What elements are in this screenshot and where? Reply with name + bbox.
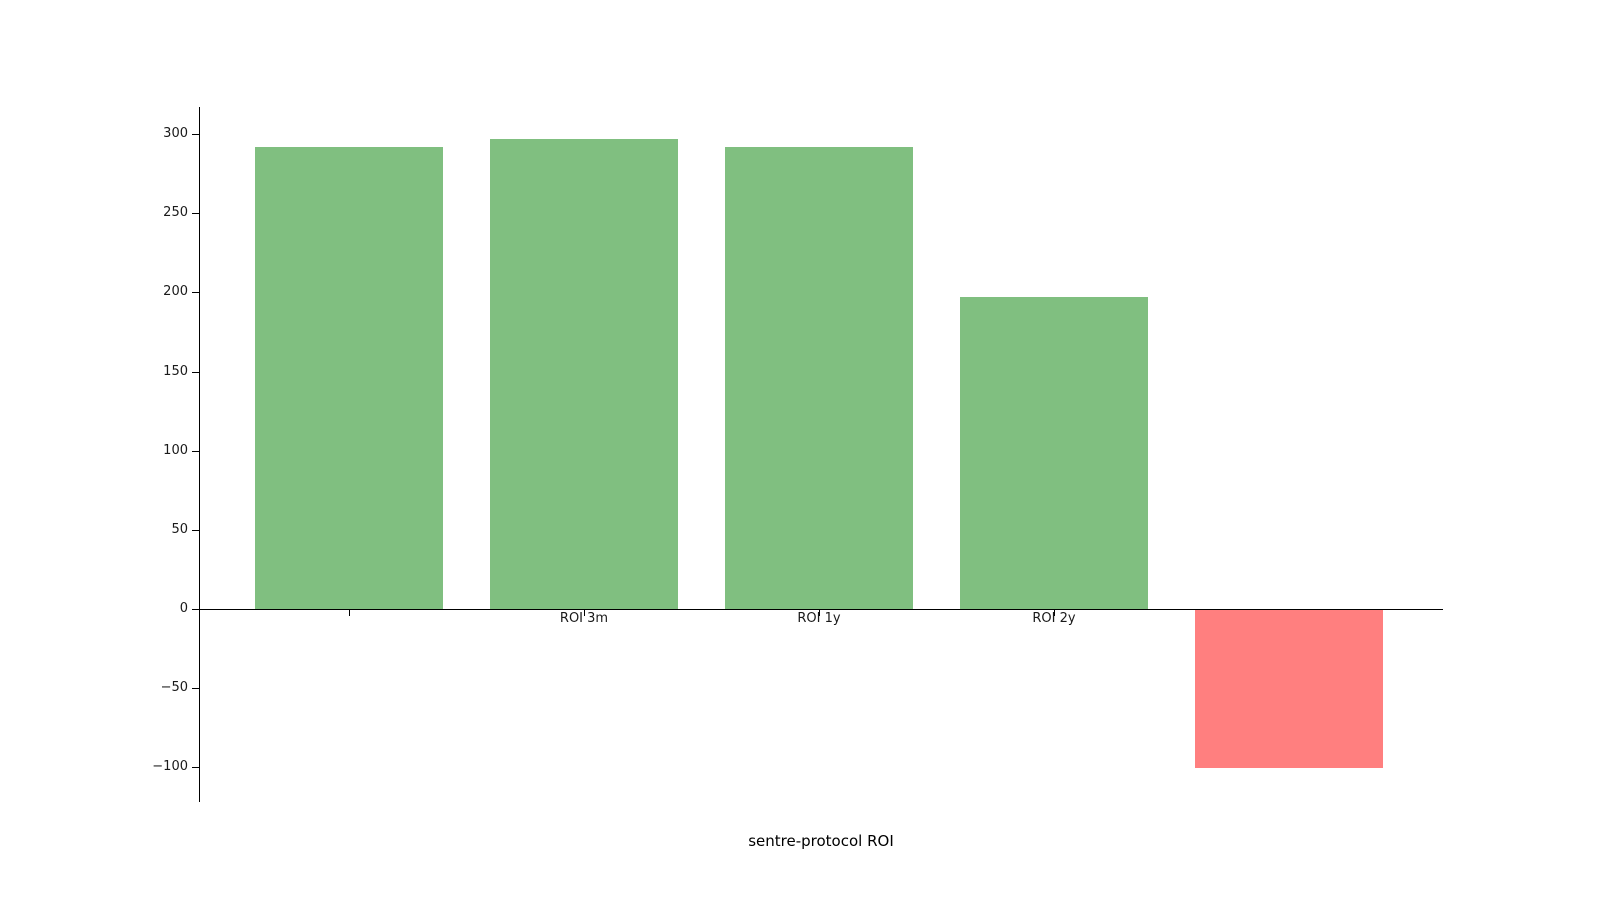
y-tick xyxy=(192,213,199,214)
bar-roi-1y xyxy=(725,147,913,609)
y-tick-label: 250 xyxy=(163,205,188,220)
y-tick-label: 50 xyxy=(171,522,188,537)
bar-index-4 xyxy=(1195,610,1383,768)
y-tick xyxy=(192,134,199,135)
y-tick xyxy=(192,688,199,689)
x-tick xyxy=(1054,610,1055,616)
y-tick xyxy=(192,767,199,768)
bar-index-0 xyxy=(255,147,443,609)
y-tick xyxy=(192,372,199,373)
x-tick-label-roi-1y: ROI 1y xyxy=(797,611,841,626)
x-tick-label-roi-2y: ROI 2y xyxy=(1032,611,1076,626)
y-tick xyxy=(192,609,199,610)
x-tick-label-roi-3m: ROI 3m xyxy=(559,611,609,626)
y-tick-label: 300 xyxy=(163,126,188,141)
y-tick-label: −50 xyxy=(160,680,188,695)
x-tick xyxy=(819,610,820,616)
bar-roi-3m xyxy=(490,139,678,609)
bar-roi-2y xyxy=(960,297,1148,609)
y-tick-label: 100 xyxy=(163,443,188,458)
y-tick xyxy=(192,530,199,531)
y-tick-label: 200 xyxy=(163,284,188,299)
y-tick-label: −100 xyxy=(152,759,188,774)
chart-title: sentre-protocol ROI xyxy=(748,832,894,850)
y-tick xyxy=(192,292,199,293)
y-tick-label: 150 xyxy=(163,364,188,379)
x-tick xyxy=(349,610,350,616)
y-tick xyxy=(192,451,199,452)
y-axis-spine xyxy=(199,107,200,802)
y-tick-label: 0 xyxy=(179,601,188,616)
x-axis-line xyxy=(199,609,1443,610)
x-tick xyxy=(584,610,585,616)
